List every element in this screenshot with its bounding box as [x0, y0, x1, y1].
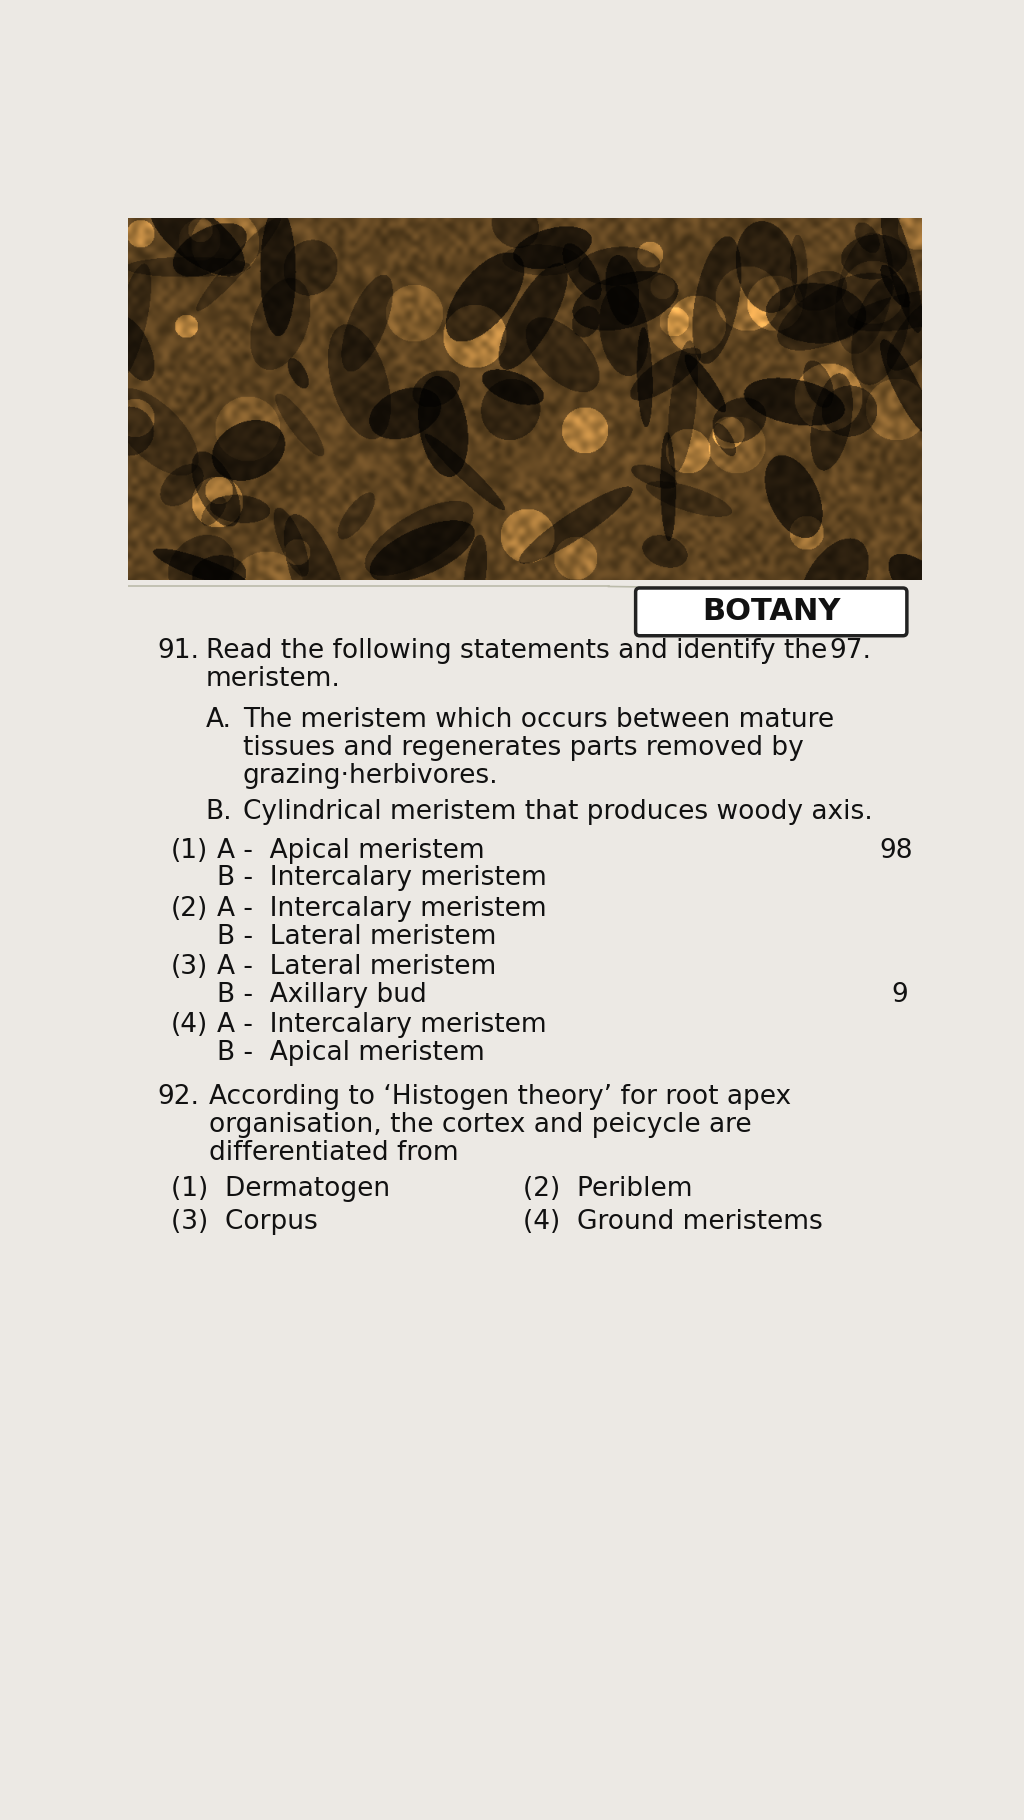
- Text: BOTANY: BOTANY: [702, 597, 841, 626]
- Text: 97.: 97.: [829, 639, 871, 664]
- Text: grazing·herbivores.: grazing·herbivores.: [243, 763, 499, 788]
- Text: 98: 98: [880, 837, 913, 864]
- FancyBboxPatch shape: [128, 581, 922, 1620]
- Text: A -  Lateral meristem: A - Lateral meristem: [217, 954, 497, 979]
- Text: (2): (2): [171, 895, 208, 923]
- Text: (1)  Dermatogen: (1) Dermatogen: [171, 1176, 390, 1201]
- Text: (3)  Corpus: (3) Corpus: [171, 1208, 317, 1236]
- Text: Read the following statements and identify the: Read the following statements and identi…: [206, 639, 826, 664]
- Text: tissues and regenerates parts removed by: tissues and regenerates parts removed by: [243, 735, 804, 761]
- Text: 91.: 91.: [158, 639, 200, 664]
- Text: The meristem which occurs between mature: The meristem which occurs between mature: [243, 708, 834, 733]
- Text: A -  Apical meristem: A - Apical meristem: [217, 837, 484, 864]
- Text: A -  Intercalary meristem: A - Intercalary meristem: [217, 895, 547, 923]
- Text: A.: A.: [206, 708, 231, 733]
- Text: 9: 9: [891, 981, 908, 1008]
- Text: B.: B.: [206, 799, 232, 824]
- Text: differentiated from: differentiated from: [209, 1139, 459, 1167]
- Text: 92.: 92.: [158, 1085, 200, 1110]
- Text: B -  Axillary bud: B - Axillary bud: [217, 981, 427, 1008]
- Text: (4)  Ground meristems: (4) Ground meristems: [523, 1208, 823, 1236]
- Text: meristem.: meristem.: [206, 666, 340, 692]
- Text: A -  Intercalary meristem: A - Intercalary meristem: [217, 1012, 547, 1037]
- Text: (1): (1): [171, 837, 208, 864]
- Text: According to ‘Histogen theory’ for root apex: According to ‘Histogen theory’ for root …: [209, 1085, 792, 1110]
- Text: (4): (4): [171, 1012, 208, 1037]
- FancyBboxPatch shape: [636, 588, 907, 635]
- Text: B -  Apical meristem: B - Apical meristem: [217, 1039, 485, 1067]
- Text: (2)  Periblem: (2) Periblem: [523, 1176, 693, 1201]
- Text: B -  Lateral meristem: B - Lateral meristem: [217, 923, 497, 950]
- Text: Cylindrical meristem that produces woody axis.: Cylindrical meristem that produces woody…: [243, 799, 872, 824]
- Text: B -  Intercalary meristem: B - Intercalary meristem: [217, 864, 547, 892]
- Text: (3): (3): [171, 954, 208, 979]
- Text: organisation, the cortex and peicycle are: organisation, the cortex and peicycle ar…: [209, 1112, 752, 1138]
